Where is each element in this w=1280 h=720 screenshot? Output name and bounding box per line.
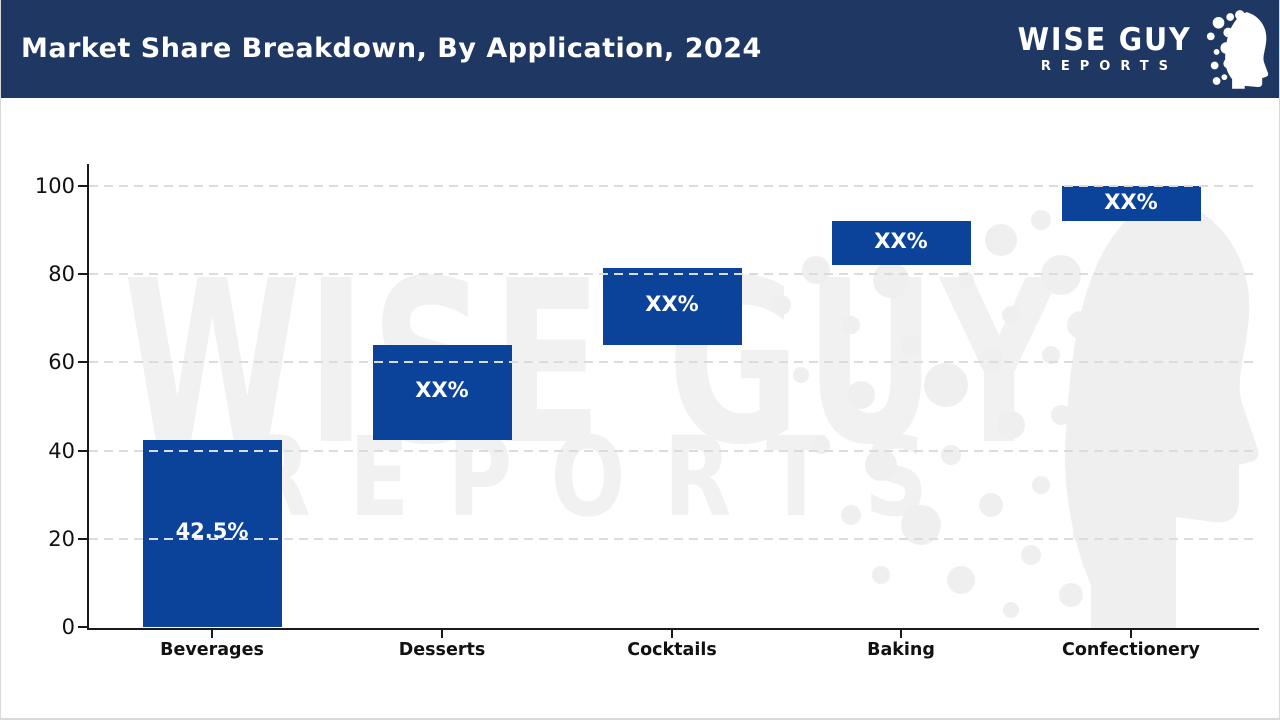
logo-reports-label: REPORTS [1040,58,1179,74]
x-tick [900,630,902,638]
bar-baking [831,221,971,266]
bar-value-label: XX% [415,378,469,403]
bar-beverages [142,439,282,627]
header-bar: Market Share Breakdown, By Application, … [1,0,1279,98]
y-tick-label: 20 [48,526,75,551]
y-tick [78,537,87,540]
y-tick [78,273,87,276]
y-tick-label: 80 [48,262,75,287]
page-title: Market Share Breakdown, By Application, … [21,32,762,64]
x-category-label-baking: Baking [867,640,935,660]
x-category-label-beverages: Beverages [160,640,264,660]
gridline-80 [89,273,1257,276]
y-axis-line [87,163,89,630]
gridline-20 [89,537,1257,540]
x-tick [1130,630,1132,638]
x-category-label-desserts: Desserts [398,640,486,660]
logo-head-icon [1206,10,1269,89]
x-tick [441,630,443,638]
bar-value-label: XX% [874,229,928,254]
y-tick-label: 40 [48,438,75,463]
gridline-40 [89,449,1257,452]
logo-text: WISE GUY REPORTS [1010,24,1199,74]
y-tick [78,185,87,187]
y-tick-label: 100 [34,174,75,198]
wise-guy-reports-logo: WISE GUY REPORTS [1010,6,1269,92]
bar-cocktails [602,267,742,345]
gridline-100 [89,185,1257,187]
y-tick [78,449,87,452]
x-tick [211,630,213,638]
x-category-label-confectionery: Confectionery [1062,640,1200,660]
bar-value-label: XX% [1104,189,1158,214]
logo-wise-guy-label: WISE GUY [1017,22,1192,59]
gridline-60 [89,361,1257,364]
bar-value-label: 42.5% [175,519,249,544]
x-category-label-cocktails: Cocktails [627,640,717,660]
x-tick [671,630,673,638]
y-tick [78,626,87,628]
bar-value-label: XX% [645,292,699,317]
x-axis-line [87,628,1259,630]
y-tick-label: 60 [48,350,75,375]
bar-desserts [372,344,512,440]
y-tick-label: 0 [61,615,75,639]
y-tick [78,361,87,364]
